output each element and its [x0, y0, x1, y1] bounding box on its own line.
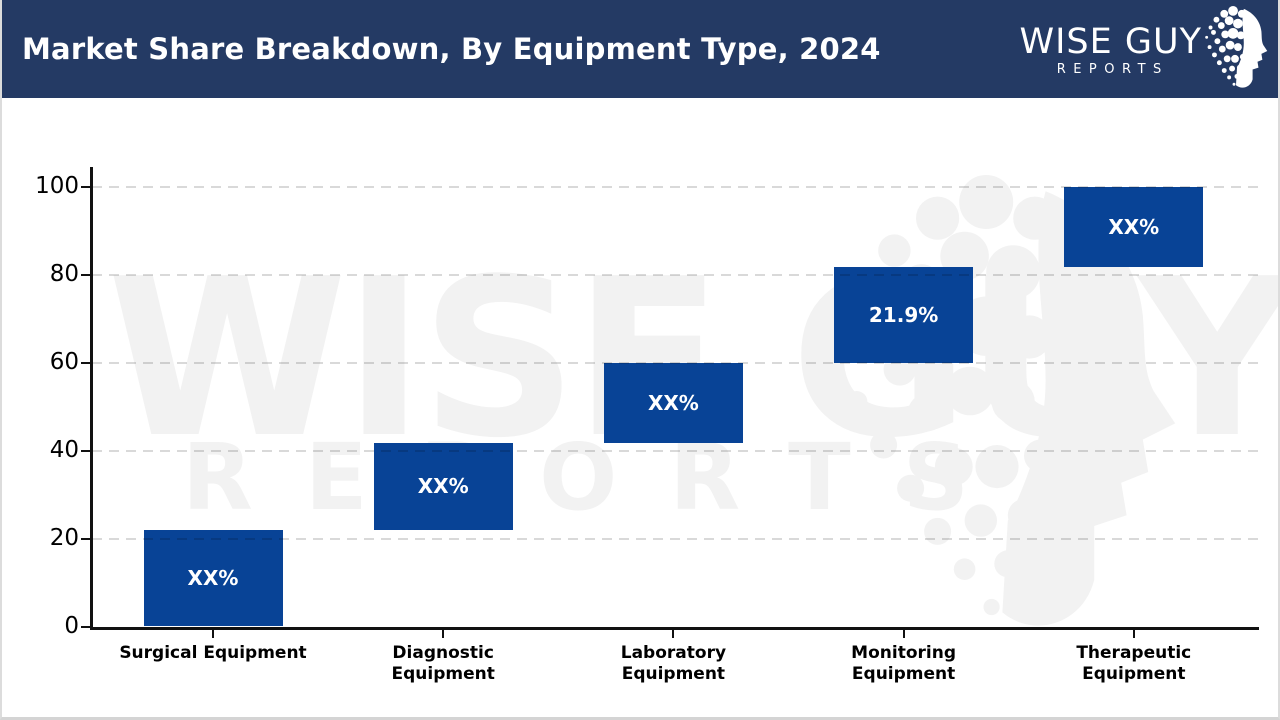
bar-therapeutic-equipment: XX% [1064, 186, 1204, 267]
header-banner: Market Share Breakdown, By Equipment Typ… [2, 0, 1278, 98]
x-axis-category-label-line: Laboratory [620, 642, 727, 663]
waterfall-chart-plot-area: 0 20 40 60 80 100 XX% XX% XX% 21.9% XX% Surgical Eq… [2, 98, 1278, 717]
logo-sub-text: REPORTS [1056, 61, 1169, 77]
x-axis-category-label-line: Diagnostic [392, 642, 494, 663]
bar-value-label: XX% [1108, 214, 1160, 239]
bar-monitoring-equipment: 21.9% [834, 266, 974, 363]
bar-surgical-equipment: XX% [143, 530, 283, 627]
gridline [92, 361, 1259, 364]
x-axis-line [90, 626, 1259, 630]
y-axis-tick-label: 100 [35, 172, 79, 199]
gridline [92, 185, 1259, 188]
page-title: Market Share Breakdown, By Equipment Typ… [22, 32, 881, 66]
x-axis-category-label-line: Equipment [1082, 663, 1186, 684]
y-axis-tick [81, 625, 92, 628]
x-axis-category-label-line: Equipment [621, 663, 726, 684]
x-axis-category-label-line: Surgical Equipment [119, 642, 307, 663]
x-axis-category-label-line: Monitoring [851, 642, 956, 663]
y-axis-tick [81, 537, 92, 540]
bar-value-label: XX% [187, 566, 239, 591]
bar-value-label: 21.9% [868, 302, 939, 327]
bar-diagnostic-equipment: XX% [373, 442, 513, 531]
gridline [92, 273, 1259, 276]
x-axis-tick [442, 629, 445, 638]
y-axis-tick [81, 361, 92, 364]
y-axis-tick-label: 60 [49, 348, 79, 375]
x-axis-category-label: Laboratory Equipment [563, 643, 783, 685]
bar-value-label: XX% [647, 390, 699, 415]
x-axis-tick [1132, 629, 1135, 638]
gridline [92, 537, 1259, 540]
x-axis-category-label: Surgical Equipment [103, 643, 323, 664]
x-axis-tick [902, 629, 905, 638]
x-axis-category-label: Monitoring Equipment [794, 643, 1014, 685]
x-axis-category-label-line: Equipment [391, 663, 495, 684]
x-axis-category-label: Diagnostic Equipment [333, 643, 553, 685]
y-axis-line [90, 167, 93, 629]
y-axis-tick-label: 20 [49, 524, 79, 551]
x-axis-category-label-line: Equipment [851, 663, 956, 684]
wise-guy-reports-logo: WISE GUY REPORTS [1019, 4, 1274, 96]
y-axis-tick-label: 40 [49, 436, 79, 463]
gridline [92, 449, 1259, 452]
x-axis-tick [212, 629, 214, 638]
y-axis-tick [81, 273, 92, 276]
y-axis-tick [81, 449, 92, 452]
dotted-head-profile-icon [1205, 6, 1268, 88]
logo-text: WISE GUY REPORTS [1019, 24, 1202, 77]
y-axis-tick [81, 185, 92, 188]
bar-value-label: XX% [417, 474, 469, 499]
y-axis-tick-label: 80 [49, 260, 79, 287]
x-axis-tick [672, 629, 675, 638]
x-axis-category-label: Therapeutic Equipment [1024, 643, 1244, 685]
bar-laboratory-equipment: XX% [603, 362, 743, 443]
y-axis-tick-label: 0 [64, 612, 79, 639]
x-axis-category-label-line: Therapeutic [1076, 642, 1192, 663]
logo-brand-text: WISE GUY [1019, 21, 1202, 62]
